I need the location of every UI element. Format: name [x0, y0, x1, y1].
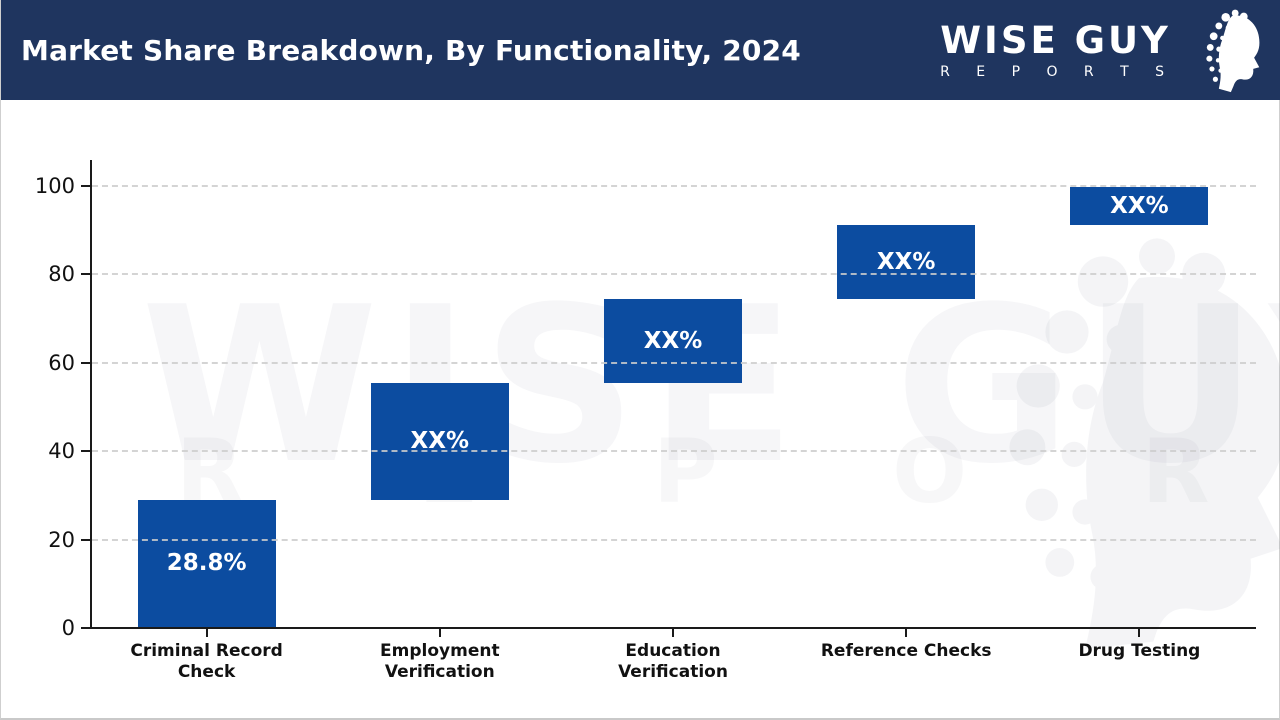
x-axis-tick	[672, 629, 674, 637]
page-title: Market Share Breakdown, By Functionality…	[21, 33, 801, 67]
x-axis-tick	[205, 629, 208, 637]
x-axis-tick	[438, 629, 441, 637]
brand-subtitle: R E P O R T S	[940, 63, 1175, 80]
y-axis-tick	[81, 538, 90, 541]
waterfall-chart: 0 20 40 60 80 100 28.8% Criminal Record Check XX%…	[1, 100, 1280, 718]
y-axis-tick-label: 60	[48, 350, 75, 375]
brand-logo: WISE GUY R E P O R T S	[936, 7, 1267, 93]
wise-guy-head-icon	[1206, 9, 1260, 93]
y-axis-tick-label: 20	[48, 527, 75, 552]
bar-segment	[604, 298, 742, 383]
bar-value-label: XX%	[410, 428, 470, 455]
y-axis-tick	[81, 273, 90, 275]
category-label: Reference Checks	[820, 641, 992, 661]
bar-value-label: XX%	[1110, 192, 1169, 219]
y-axis-tick-label: 40	[48, 439, 75, 463]
gridline	[92, 273, 1256, 275]
bar-segment	[137, 499, 276, 627]
bar-segment	[1070, 186, 1209, 225]
x-axis-tick	[905, 629, 908, 637]
y-axis-tick	[81, 627, 90, 629]
category-label: Drug Testing	[1078, 641, 1201, 661]
gridline	[92, 361, 1256, 364]
gridline	[92, 538, 1256, 541]
brand-wordmark: WISE GUY R E P O R T S	[936, 22, 1175, 79]
bar-value-label: 28.8%	[166, 550, 247, 577]
gridline	[92, 450, 1256, 452]
y-axis-tick	[81, 450, 90, 452]
y-axis-tick-label: 0	[61, 616, 75, 640]
y-axis-line	[90, 160, 92, 629]
x-axis-line	[90, 627, 1256, 629]
brand-name: WISE GUY	[940, 18, 1171, 62]
bar-segment	[370, 382, 509, 500]
y-axis-tick-label: 80	[48, 262, 75, 286]
x-axis-tick	[1138, 629, 1141, 637]
gridline	[92, 184, 1256, 187]
category-label: Employment Verification	[380, 641, 500, 682]
y-axis-tick	[81, 184, 90, 187]
category-label: Education Verification	[618, 641, 728, 682]
bar-value-label: XX%	[643, 327, 703, 354]
y-axis-tick-label: 100	[34, 173, 75, 198]
bar-segment	[837, 224, 976, 299]
y-axis-tick	[81, 361, 90, 364]
header-band: Market Share Breakdown, By Functionality…	[1, 0, 1280, 100]
bar-value-label: XX%	[876, 248, 936, 275]
category-label: Criminal Record Check	[130, 641, 283, 682]
